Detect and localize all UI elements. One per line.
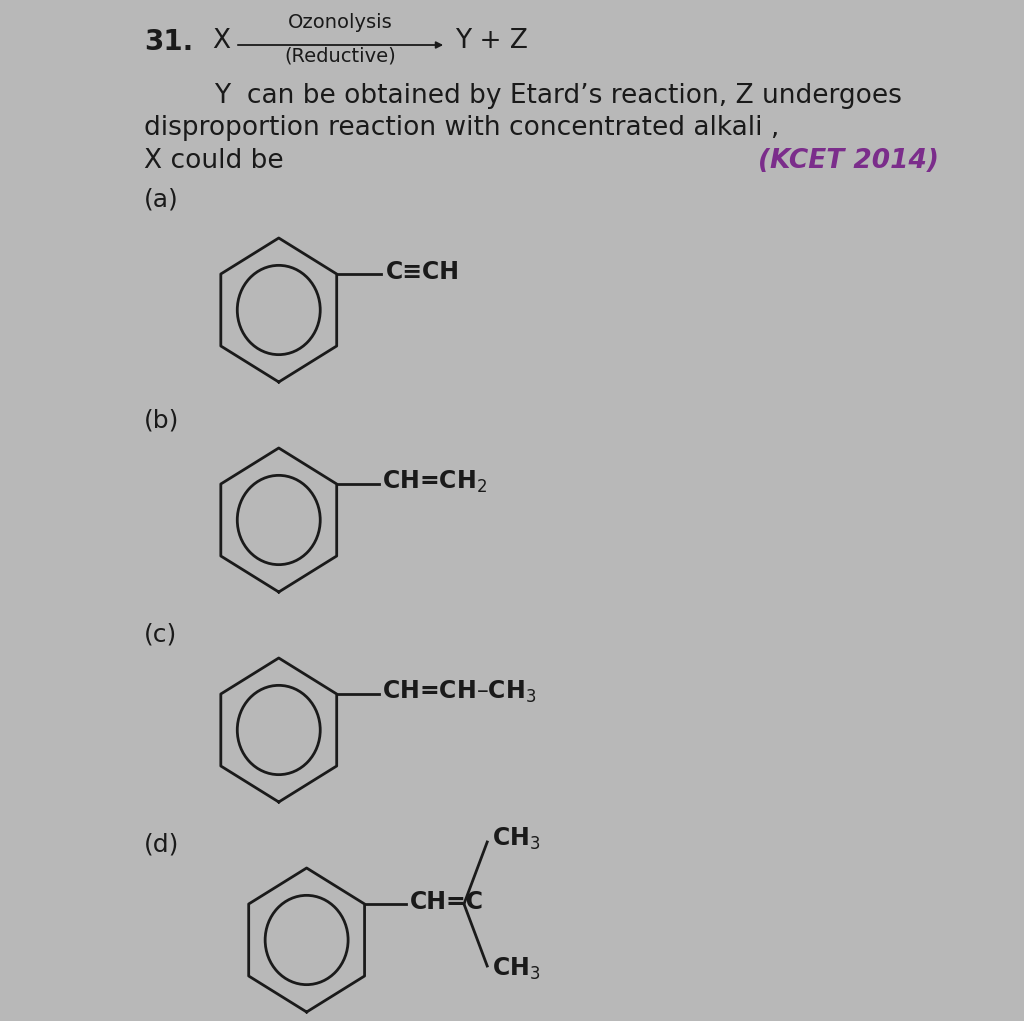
Text: disproportion reaction with concentrated alkali ,: disproportion reaction with concentrated… (144, 115, 779, 141)
Text: (Reductive): (Reductive) (285, 47, 396, 66)
Text: CH=CH–CH$_3$: CH=CH–CH$_3$ (382, 679, 537, 706)
Text: X: X (212, 28, 230, 54)
Text: 31.: 31. (144, 28, 194, 56)
Text: CH$_3$: CH$_3$ (492, 956, 541, 982)
Text: (d): (d) (144, 832, 179, 856)
Text: X could be: X could be (144, 148, 284, 174)
Text: (b): (b) (144, 408, 179, 432)
Text: CH=C: CH=C (410, 890, 484, 914)
Text: (a): (a) (144, 188, 179, 212)
Text: (KCET 2014): (KCET 2014) (758, 148, 938, 174)
Text: Y + Z: Y + Z (456, 28, 528, 54)
Text: CH=CH$_2$: CH=CH$_2$ (382, 469, 487, 495)
Text: Ozonolysis: Ozonolysis (288, 13, 393, 32)
Text: (c): (c) (144, 622, 177, 646)
Text: Y  can be obtained by Etard’s reaction, Z undergoes: Y can be obtained by Etard’s reaction, Z… (214, 83, 901, 109)
Text: C≡CH: C≡CH (386, 260, 460, 284)
Text: CH$_3$: CH$_3$ (492, 826, 541, 853)
